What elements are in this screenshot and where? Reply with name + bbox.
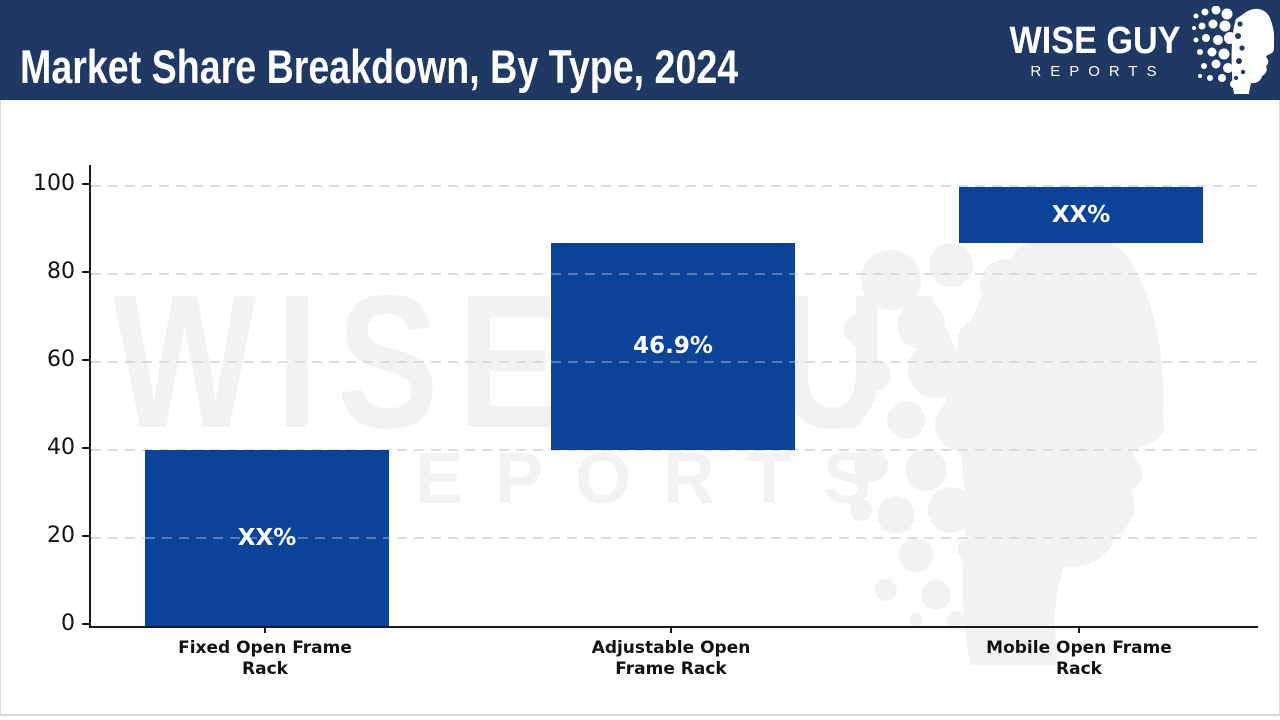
chart-title: Market Share Breakdown, By Type, 2024 — [20, 40, 739, 93]
gridline-overlay — [145, 537, 389, 539]
y-tick-label: 0 — [61, 611, 75, 636]
x-label-line: Rack — [1056, 659, 1102, 679]
bar-mobile-open-frame-rack: XX% — [959, 187, 1203, 243]
plot-area: XX% 46.9% XX% — [89, 165, 1258, 628]
header-bar: Market Share Breakdown, By Type, 2024 WI… — [0, 0, 1280, 100]
gridline — [91, 537, 1258, 539]
logo-face-icon — [1192, 6, 1274, 94]
gridline-overlay — [551, 361, 795, 364]
x-label-line: Adjustable Open — [591, 638, 751, 658]
y-tick-mark — [82, 535, 89, 537]
gridline-overlay — [551, 273, 795, 276]
y-tick-mark — [82, 183, 89, 185]
y-tick-label: 60 — [47, 347, 75, 372]
x-label-fixed-open-frame-rack: Fixed Open Frame Rack — [95, 638, 435, 680]
logo-text: WISE GUY REPORTS — [1000, 20, 1190, 80]
x-label-mobile-open-frame-rack: Mobile Open Frame Rack — [909, 638, 1249, 680]
y-tick-mark — [82, 271, 89, 273]
logo-brand-text: WISE GUY — [1009, 20, 1181, 63]
bar-value-label: XX% — [237, 525, 297, 551]
x-label-line: Fixed Open Frame — [178, 638, 352, 658]
x-label-adjustable-open-frame-rack: Adjustable Open Frame Rack — [501, 638, 841, 680]
bar-adjustable-open-frame-rack: 46.9% — [551, 243, 795, 450]
y-tick-label: 100 — [33, 171, 75, 196]
bar-value-label: XX% — [1051, 202, 1111, 229]
watermark-sub-text: REPORTS — [331, 439, 904, 519]
chart-canvas: WISE GUY REPORTS XX% — [0, 100, 1280, 716]
watermark-face-icon — [838, 232, 1164, 665]
x-label-line: Rack — [242, 659, 288, 679]
brand-logo: WISE GUY REPORTS — [1000, 6, 1274, 96]
y-tick-mark — [82, 623, 89, 625]
y-tick-label: 20 — [47, 523, 75, 548]
x-tick-mark — [670, 626, 672, 633]
x-tick-mark — [1078, 626, 1080, 633]
y-tick-label: 80 — [47, 259, 75, 284]
x-tick-mark — [264, 626, 266, 633]
bar-fixed-open-frame-rack: XX% — [145, 450, 389, 626]
x-label-line: Mobile Open Frame — [986, 638, 1172, 658]
logo-sub-text: REPORTS — [1030, 62, 1166, 80]
bar-value-label: 46.9% — [633, 333, 713, 360]
y-tick-label: 40 — [47, 435, 75, 460]
gridline — [91, 449, 1258, 451]
y-tick-mark — [82, 447, 89, 449]
y-tick-mark — [82, 359, 89, 361]
x-label-line: Frame Rack — [615, 659, 727, 679]
gridline — [91, 185, 1258, 187]
